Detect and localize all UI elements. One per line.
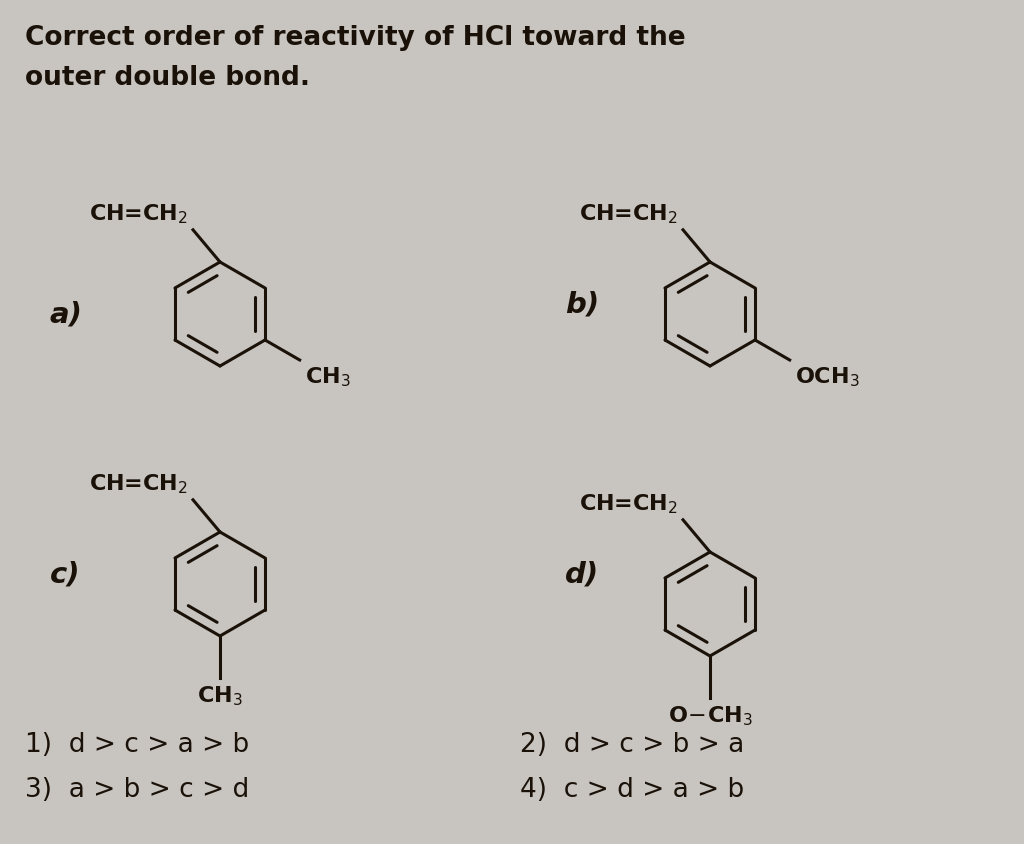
Text: 4)  c > d > a > b: 4) c > d > a > b [520, 776, 744, 802]
Text: CH$_3$: CH$_3$ [305, 365, 350, 388]
Text: b): b) [565, 290, 599, 319]
Text: c): c) [50, 560, 81, 588]
Text: CH$_3$: CH$_3$ [198, 683, 243, 706]
Text: O$\!-\!$CH$_3$: O$\!-\!$CH$_3$ [668, 703, 753, 727]
Text: outer double bond.: outer double bond. [25, 65, 310, 91]
Text: a): a) [50, 300, 83, 328]
Text: 1)  d > c > a > b: 1) d > c > a > b [25, 731, 249, 757]
Text: d): d) [565, 560, 599, 588]
Text: CH=CH$_2$: CH=CH$_2$ [89, 472, 188, 495]
Text: Correct order of reactivity of HCl toward the: Correct order of reactivity of HCl towar… [25, 25, 686, 51]
Text: CH=CH$_2$: CH=CH$_2$ [579, 492, 678, 515]
Text: CH=CH$_2$: CH=CH$_2$ [89, 202, 188, 225]
Text: 3)  a > b > c > d: 3) a > b > c > d [25, 776, 249, 802]
Text: OCH$_3$: OCH$_3$ [795, 365, 859, 388]
Text: 2)  d > c > b > a: 2) d > c > b > a [520, 731, 744, 757]
Text: CH=CH$_2$: CH=CH$_2$ [579, 202, 678, 225]
